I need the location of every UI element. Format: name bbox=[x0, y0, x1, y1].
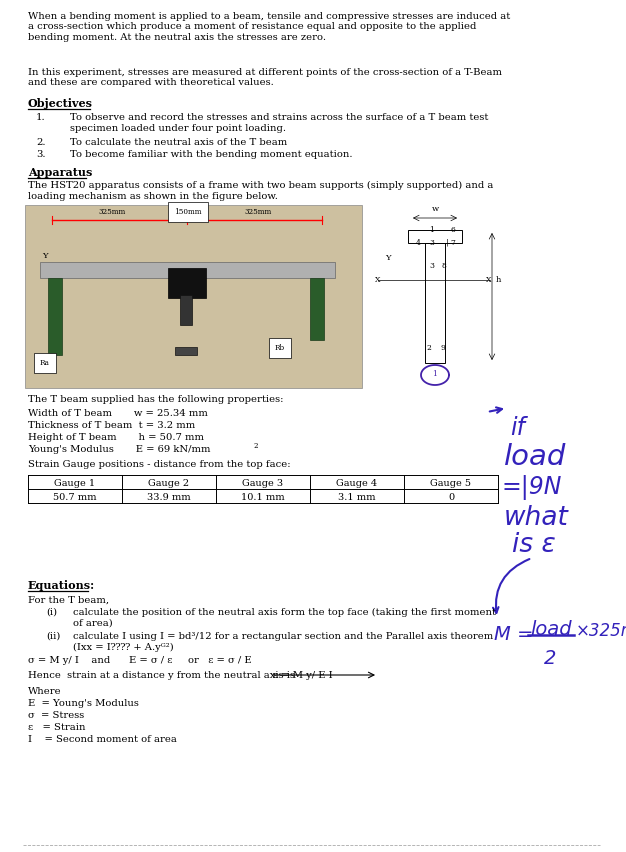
Text: if: if bbox=[510, 416, 525, 440]
Text: load: load bbox=[530, 620, 572, 639]
Text: To observe and record the stresses and strains across the surface of a T beam te: To observe and record the stresses and s… bbox=[70, 113, 488, 122]
Text: Hence  strain at a distance y from the neutral axis is: Hence strain at a distance y from the ne… bbox=[28, 671, 295, 680]
Text: Objectives: Objectives bbox=[28, 98, 93, 109]
Text: Gauge 1: Gauge 1 bbox=[54, 480, 96, 488]
Text: Ra: Ra bbox=[40, 359, 50, 367]
Text: Gauge 4: Gauge 4 bbox=[336, 480, 377, 488]
Text: The T beam supplied has the following properties:: The T beam supplied has the following pr… bbox=[28, 395, 284, 404]
Bar bbox=[425, 243, 445, 363]
Text: 150mm: 150mm bbox=[174, 208, 202, 216]
Text: Apparatus: Apparatus bbox=[28, 167, 93, 178]
Text: Gauge 3: Gauge 3 bbox=[242, 480, 284, 488]
Text: 2.: 2. bbox=[36, 138, 46, 147]
Text: calculate I using I = bd³/12 for a rectangular section and the Parallel axis the: calculate I using I = bd³/12 for a recta… bbox=[73, 632, 493, 652]
Text: Rb: Rb bbox=[275, 344, 285, 352]
Text: load: load bbox=[504, 443, 567, 471]
Text: To become familiar with the bending moment equation.: To become familiar with the bending mome… bbox=[70, 150, 352, 159]
Text: 325mm: 325mm bbox=[244, 208, 272, 216]
Text: The HST20 apparatus consists of a frame with two beam supports (simply supported: The HST20 apparatus consists of a frame … bbox=[28, 181, 493, 200]
Text: I    = Second moment of area: I = Second moment of area bbox=[28, 735, 177, 744]
Text: w: w bbox=[431, 205, 439, 213]
Text: When a bending moment is applied to a beam, tensile and compressive stresses are: When a bending moment is applied to a be… bbox=[28, 12, 510, 42]
Text: 3.: 3. bbox=[36, 150, 46, 159]
Text: 10.1 mm: 10.1 mm bbox=[241, 493, 285, 503]
Text: specimen loaded under four point loading.: specimen loaded under four point loading… bbox=[70, 124, 286, 133]
Text: =|9N: =|9N bbox=[502, 475, 562, 500]
Text: h: h bbox=[496, 276, 501, 284]
Text: 4: 4 bbox=[416, 239, 421, 247]
Text: 9: 9 bbox=[441, 344, 446, 352]
Bar bbox=[180, 295, 192, 325]
Text: Thickness of T beam  t = 3.2 mm: Thickness of T beam t = 3.2 mm bbox=[28, 421, 195, 430]
Text: 2: 2 bbox=[253, 442, 257, 450]
Text: 8: 8 bbox=[441, 262, 446, 270]
Text: Gauge 2: Gauge 2 bbox=[148, 480, 190, 488]
Text: Gauge 5: Gauge 5 bbox=[431, 480, 471, 488]
Text: In this experiment, stresses are measured at different points of the cross-secti: In this experiment, stresses are measure… bbox=[28, 68, 502, 88]
Text: σ = M y/ I    and      E = σ / ε     or   ε = σ / E: σ = M y/ I and E = σ / ε or ε = σ / E bbox=[28, 656, 252, 665]
Text: Width of T beam       w = 25.34 mm: Width of T beam w = 25.34 mm bbox=[28, 409, 208, 418]
Text: For the T beam,: For the T beam, bbox=[28, 596, 109, 605]
Text: Young's Modulus       E = 69 kN/mm: Young's Modulus E = 69 kN/mm bbox=[28, 445, 210, 454]
Text: 33.9 mm: 33.9 mm bbox=[147, 493, 191, 503]
Text: Equations:: Equations: bbox=[28, 580, 95, 591]
Bar bbox=[25, 205, 362, 388]
Text: Where: Where bbox=[28, 687, 61, 696]
Text: ε = M y/ E I: ε = M y/ E I bbox=[273, 671, 332, 680]
Text: 3: 3 bbox=[429, 262, 434, 270]
Text: 0: 0 bbox=[448, 493, 454, 503]
Text: Height of T beam       h = 50.7 mm: Height of T beam h = 50.7 mm bbox=[28, 433, 204, 442]
Bar bbox=[310, 278, 324, 340]
Bar bbox=[168, 268, 206, 298]
Text: E  = Young's Modulus: E = Young's Modulus bbox=[28, 699, 139, 708]
Text: calculate the position of the neutral axis form the top face (taking the first m: calculate the position of the neutral ax… bbox=[73, 608, 496, 628]
Text: what: what bbox=[504, 505, 569, 531]
Text: 2: 2 bbox=[544, 649, 557, 668]
Text: X: X bbox=[375, 276, 381, 284]
Text: |: | bbox=[446, 239, 448, 247]
Text: 7: 7 bbox=[451, 239, 456, 247]
Text: Y: Y bbox=[42, 252, 48, 260]
Text: is ε: is ε bbox=[512, 532, 556, 558]
Text: 3.1 mm: 3.1 mm bbox=[338, 493, 376, 503]
Text: 1: 1 bbox=[429, 226, 434, 234]
Text: 325mm: 325mm bbox=[98, 208, 126, 216]
Text: 3: 3 bbox=[429, 239, 434, 247]
Text: M =: M = bbox=[494, 625, 533, 644]
Text: X: X bbox=[486, 276, 491, 284]
Bar bbox=[48, 278, 62, 355]
Text: Y: Y bbox=[385, 254, 391, 262]
Text: 1: 1 bbox=[433, 370, 438, 378]
Text: To calculate the neutral axis of the T beam: To calculate the neutral axis of the T b… bbox=[70, 138, 287, 147]
Text: 6: 6 bbox=[451, 226, 456, 234]
Text: Strain Gauge positions - distance from the top face:: Strain Gauge positions - distance from t… bbox=[28, 460, 290, 469]
Text: 50.7 mm: 50.7 mm bbox=[53, 493, 97, 503]
Text: 2: 2 bbox=[426, 344, 431, 352]
Text: ×325mm: ×325mm bbox=[576, 622, 626, 640]
Text: 1.: 1. bbox=[36, 113, 46, 122]
Text: (i): (i) bbox=[46, 608, 57, 617]
Text: ε   = Strain: ε = Strain bbox=[28, 723, 86, 732]
Text: (ii): (ii) bbox=[46, 632, 60, 641]
Bar bbox=[175, 347, 197, 355]
Text: σ  = Stress: σ = Stress bbox=[28, 711, 85, 720]
Bar bbox=[40, 262, 335, 278]
Bar bbox=[408, 230, 462, 243]
